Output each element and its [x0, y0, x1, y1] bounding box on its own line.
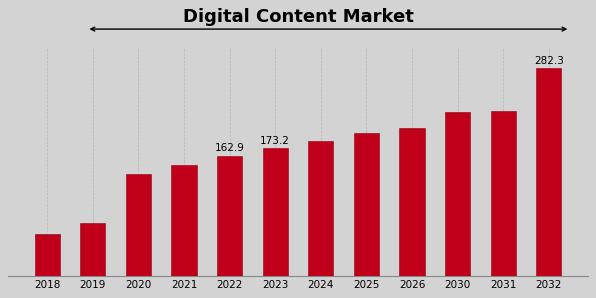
FancyArrowPatch shape — [91, 27, 566, 31]
Bar — [172, 165, 197, 275]
Text: 173.2: 173.2 — [260, 136, 290, 146]
Bar — [354, 134, 379, 275]
Text: 162.9: 162.9 — [215, 143, 244, 153]
Bar — [491, 111, 516, 275]
Bar — [445, 112, 470, 275]
Bar — [126, 174, 151, 275]
Bar — [217, 156, 242, 275]
Bar — [308, 141, 333, 275]
Title: Digital Content Market: Digital Content Market — [182, 8, 414, 26]
Bar — [263, 148, 288, 275]
Bar — [399, 128, 424, 275]
Text: 282.3: 282.3 — [534, 55, 564, 66]
Bar — [536, 68, 561, 275]
Bar — [35, 234, 60, 275]
Bar — [80, 223, 105, 275]
